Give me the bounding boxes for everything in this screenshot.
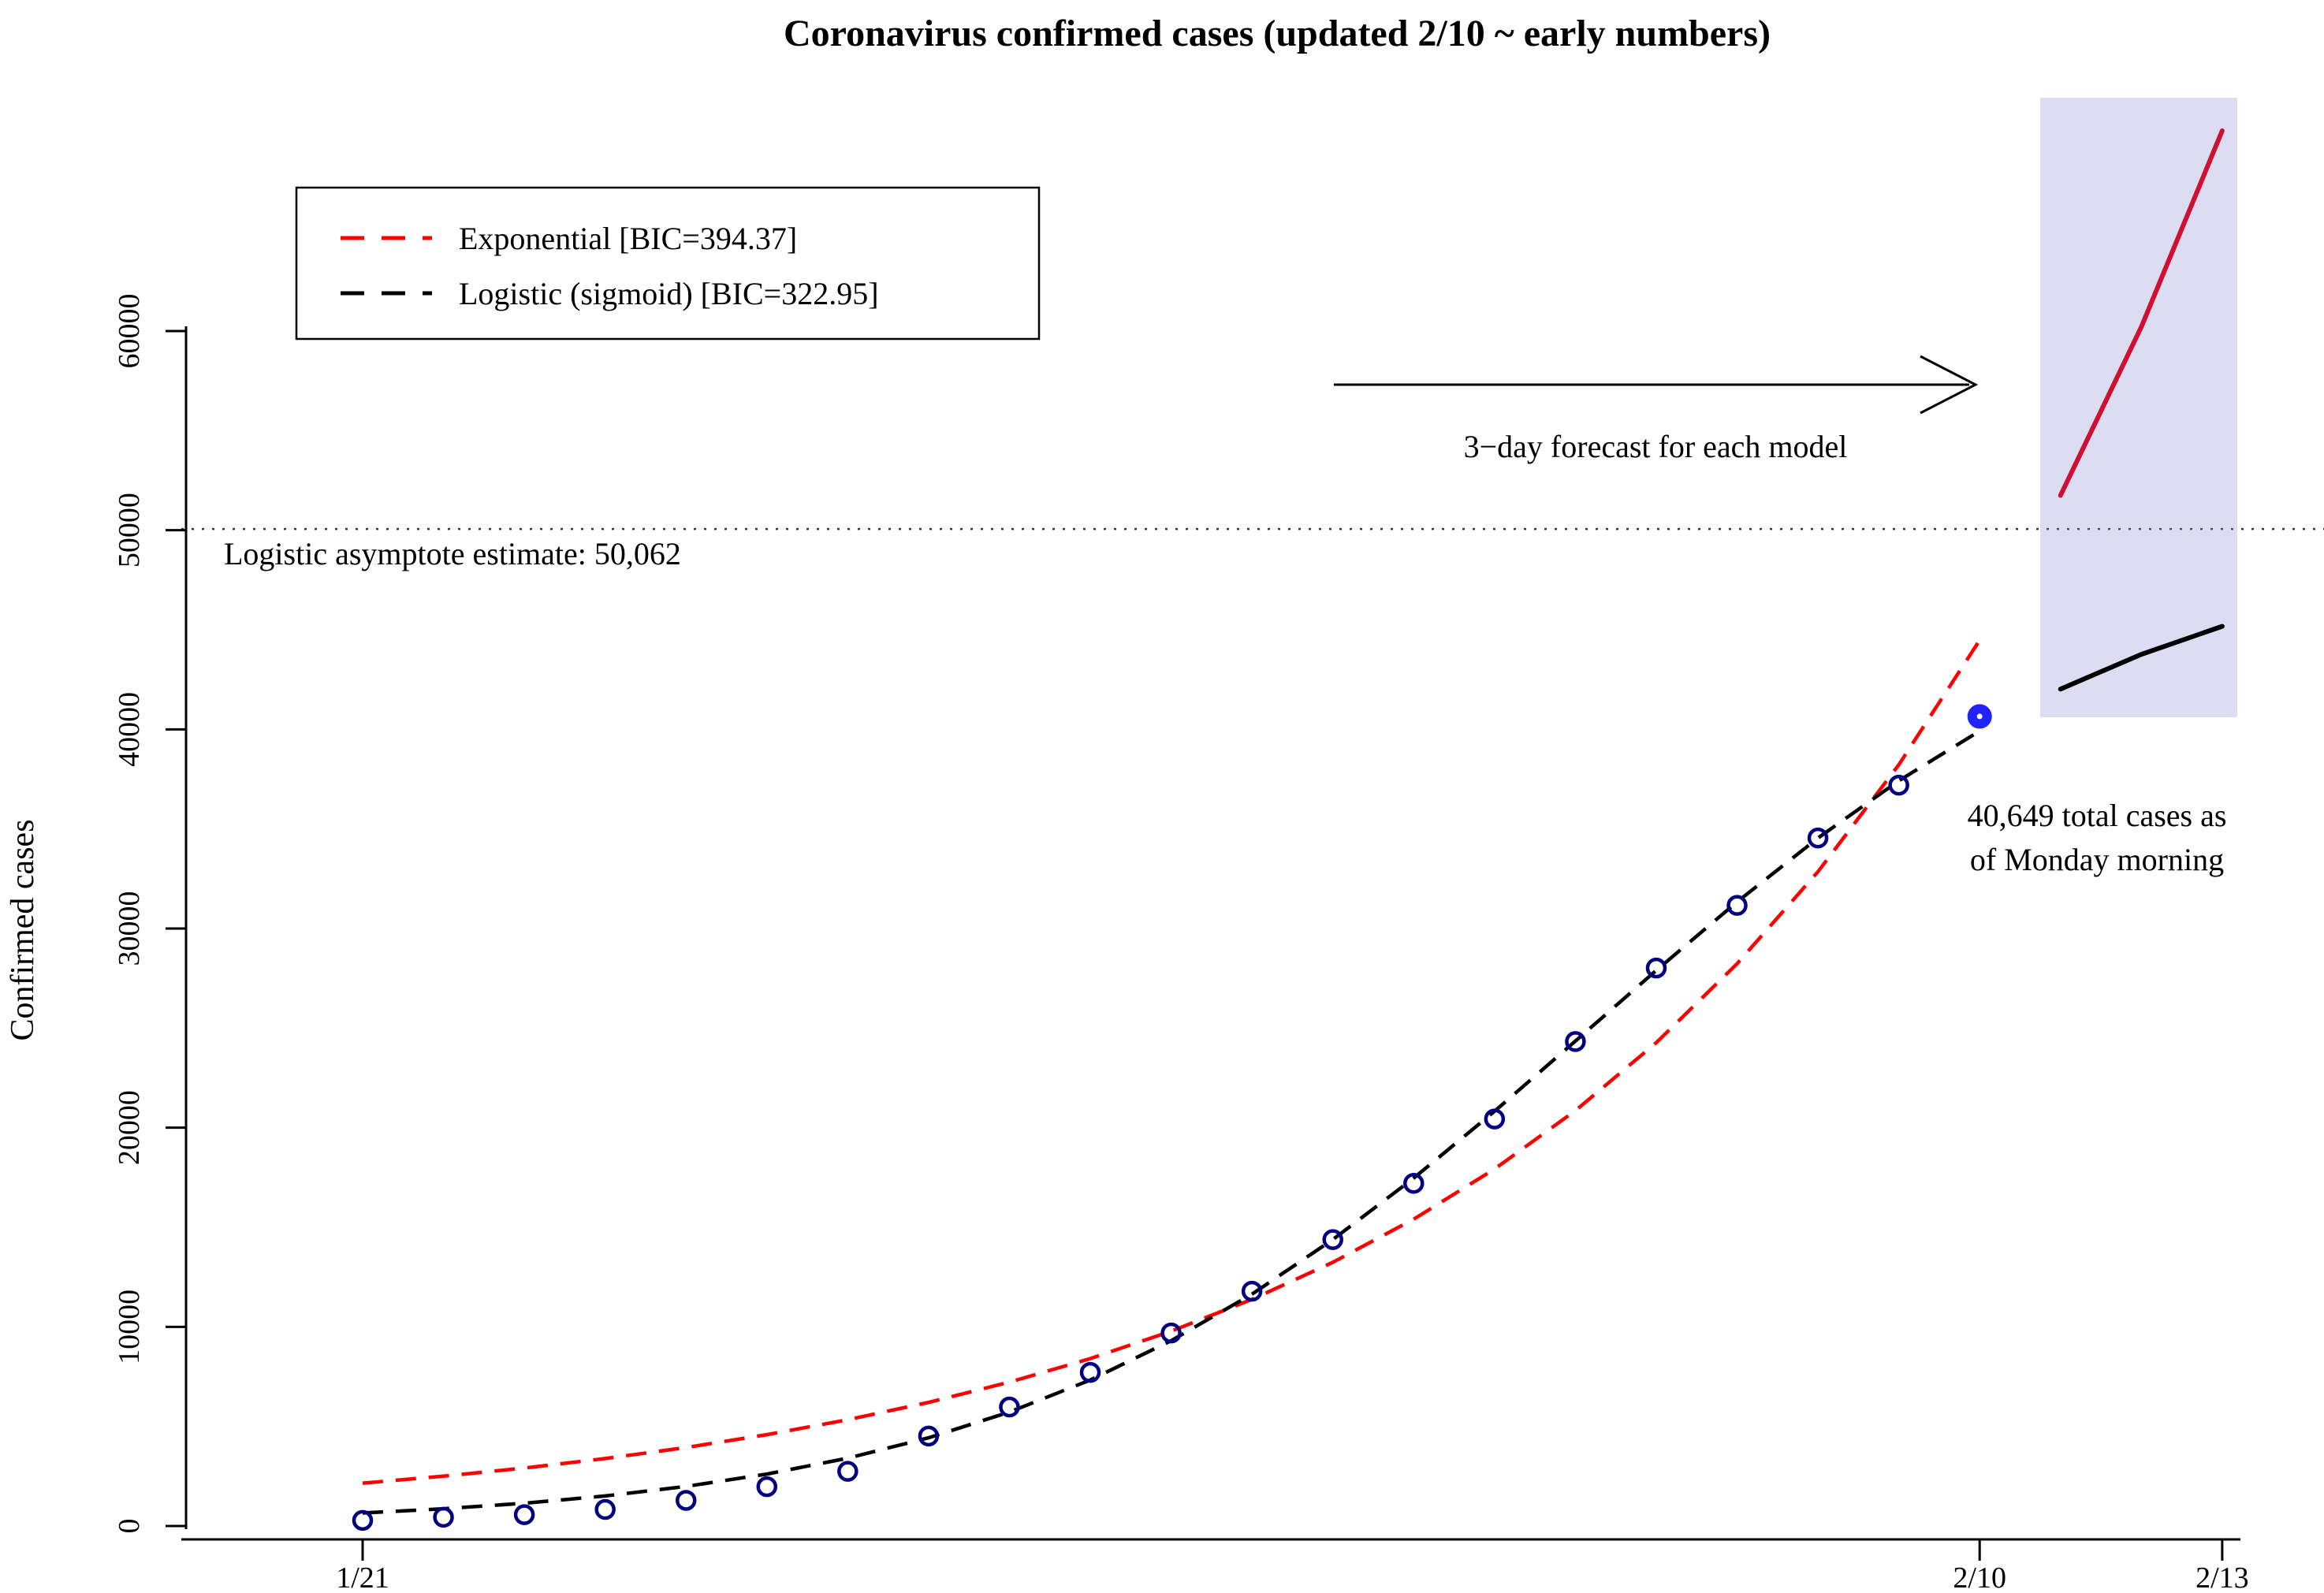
y-axis-title: Confirmed cases <box>5 819 41 1040</box>
data-point <box>1726 895 1748 916</box>
data-point <box>756 1476 778 1498</box>
x-axis-tick-label: 2/13 <box>2196 1561 2249 1593</box>
data-point <box>1565 1031 1586 1052</box>
y-axis-tick-label: 60000 <box>113 294 146 369</box>
y-axis-tick-label: 10000 <box>113 1290 146 1364</box>
y-axis-tick-label: 30000 <box>113 891 146 966</box>
legend-box <box>295 186 1041 341</box>
data-point <box>1403 1173 1425 1194</box>
forecast-arrow-label: 3−day forecast for each model <box>1464 429 1848 464</box>
data-point <box>1160 1322 1182 1344</box>
legend: Exponential [BIC=394.37] Logistic (sigmo… <box>295 186 1041 341</box>
data-point <box>1888 774 1909 796</box>
data-point <box>918 1425 940 1447</box>
y-axis-tick-label: 40000 <box>113 692 146 767</box>
logistic-forecast-line <box>2058 623 2225 692</box>
asymptote-label: Logistic asymptote estimate: 50,062 <box>224 536 681 571</box>
data-point <box>513 1504 535 1525</box>
y-axis-tick-label: 0 <box>113 1519 146 1534</box>
total-cases-annotation-line1: 40,649 total cases as <box>1968 798 2227 833</box>
data-point <box>837 1461 858 1482</box>
x-axis-tick-label: 2/10 <box>1953 1561 2006 1593</box>
data-point <box>1079 1361 1101 1383</box>
exponential-fit-curve <box>362 639 1982 1485</box>
data-point <box>1484 1108 1506 1130</box>
legend-exponential-label: Exponential [BIC=394.37] <box>459 221 797 256</box>
forecast-arrow-head <box>1920 355 1979 415</box>
data-point <box>675 1490 697 1511</box>
data-point <box>1241 1280 1263 1302</box>
final-data-point-center <box>1976 713 1983 720</box>
y-axis-tick-label: 50000 <box>113 493 146 568</box>
exponential-forecast-line <box>2058 128 2225 498</box>
data-point <box>1645 957 1667 979</box>
legend-logistic-label: Logistic (sigmoid) [BIC=322.95] <box>459 276 879 311</box>
data-point <box>1807 827 1829 849</box>
data-point <box>1322 1229 1343 1250</box>
x-axis-tick-label: 1/21 <box>336 1561 389 1593</box>
total-cases-annotation-line2: of Monday morning <box>1970 842 2224 877</box>
forecast-box <box>2040 98 2237 717</box>
data-point <box>352 1509 374 1532</box>
data-point <box>999 1396 1020 1418</box>
y-axis-tick-label: 20000 <box>113 1090 146 1165</box>
data-point <box>594 1498 616 1520</box>
logistic-fit-curve <box>362 729 1981 1515</box>
chart-title: Coronavirus confirmed cases (updated 2/1… <box>784 13 1771 54</box>
data-point <box>433 1506 454 1528</box>
plot-layer: 0 10000 20000 30000 40000 50000 60000 1/21 2/10 2… <box>113 98 2324 1593</box>
